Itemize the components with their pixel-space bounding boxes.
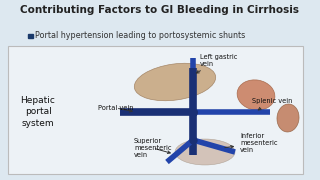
Text: Inferior
mesenteric
vein: Inferior mesenteric vein <box>225 133 277 153</box>
Ellipse shape <box>134 63 216 101</box>
Bar <box>28 33 33 38</box>
Text: Portal hypertension leading to portosystemic shunts: Portal hypertension leading to portosyst… <box>35 31 245 40</box>
Text: Portal vein: Portal vein <box>98 105 133 112</box>
Text: Left gastric
vein: Left gastric vein <box>196 53 237 73</box>
Ellipse shape <box>237 80 275 110</box>
Ellipse shape <box>277 104 299 132</box>
Ellipse shape <box>175 139 235 165</box>
FancyBboxPatch shape <box>8 46 303 174</box>
Text: Splenic vein: Splenic vein <box>252 98 292 110</box>
Text: Contributing Factors to GI Bleeding in Cirrhosis: Contributing Factors to GI Bleeding in C… <box>20 5 300 15</box>
Text: Superior
mesenteric
vein: Superior mesenteric vein <box>134 138 172 158</box>
Text: Hepatic
portal
system: Hepatic portal system <box>20 96 55 128</box>
